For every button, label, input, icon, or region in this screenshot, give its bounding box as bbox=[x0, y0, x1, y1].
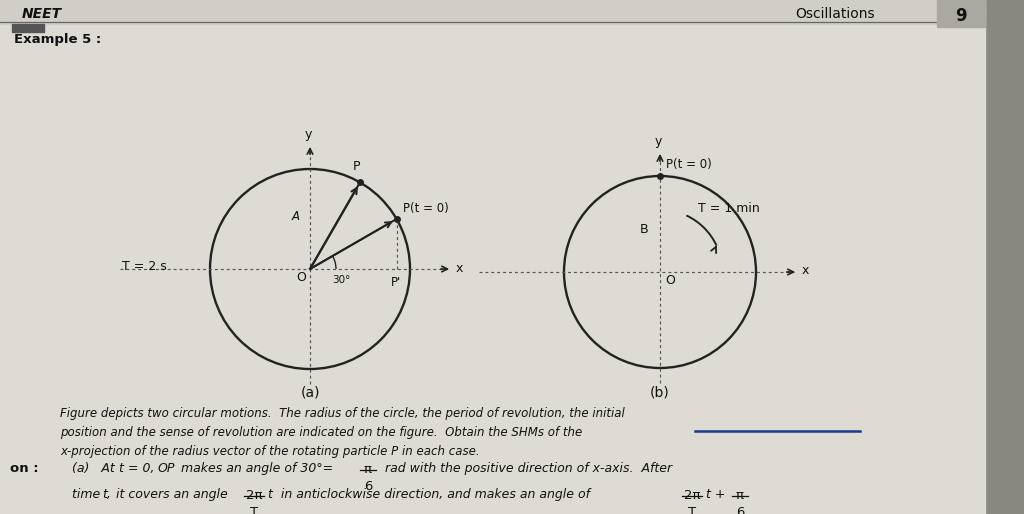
Text: 2π: 2π bbox=[684, 489, 700, 502]
Text: (b): (b) bbox=[650, 385, 670, 399]
Text: π: π bbox=[736, 489, 744, 502]
Text: 6: 6 bbox=[736, 506, 744, 514]
Text: 6: 6 bbox=[364, 480, 372, 493]
Text: it covers an angle: it covers an angle bbox=[112, 488, 227, 501]
Text: x: x bbox=[456, 262, 464, 274]
Text: Example 5 :: Example 5 : bbox=[14, 33, 101, 46]
Text: Figure depicts two circular motions.  The radius of the circle, the period of re: Figure depicts two circular motions. The… bbox=[60, 407, 625, 420]
Text: T: T bbox=[250, 506, 258, 514]
Text: 2π: 2π bbox=[246, 489, 262, 502]
Text: t: t bbox=[118, 462, 123, 475]
Text: T = 2 s: T = 2 s bbox=[122, 260, 167, 272]
Text: B: B bbox=[640, 223, 648, 236]
Text: x: x bbox=[802, 265, 809, 278]
Text: x-projection of the radius vector of the rotating particle P in each case.: x-projection of the radius vector of the… bbox=[60, 445, 479, 458]
Text: (a): (a) bbox=[300, 385, 319, 399]
Text: OP: OP bbox=[157, 462, 174, 475]
Text: NEET: NEET bbox=[22, 7, 62, 21]
Text: t  in anticlockwise direction, and makes an angle of: t in anticlockwise direction, and makes … bbox=[268, 488, 590, 501]
Text: makes an angle of 30°=: makes an angle of 30°= bbox=[177, 462, 333, 475]
Bar bbox=[937, 0, 985, 27]
Text: P(t = 0): P(t = 0) bbox=[666, 158, 712, 171]
Text: = 0,: = 0, bbox=[124, 462, 159, 475]
Text: t +: t + bbox=[706, 488, 725, 501]
Text: O: O bbox=[296, 271, 306, 284]
Text: y: y bbox=[654, 135, 662, 148]
Text: P(t = 0): P(t = 0) bbox=[402, 202, 449, 215]
Bar bbox=[0, 0, 985, 24]
Text: T = 1 min: T = 1 min bbox=[698, 203, 760, 215]
Text: P': P' bbox=[390, 276, 400, 289]
Text: t,: t, bbox=[102, 488, 111, 501]
Text: T: T bbox=[688, 506, 696, 514]
Text: rad with the positive direction of x-axis.  After: rad with the positive direction of x-axi… bbox=[381, 462, 672, 475]
Bar bbox=[985, 0, 1024, 514]
Text: π: π bbox=[364, 463, 372, 476]
Text: P: P bbox=[353, 160, 360, 173]
Text: 9: 9 bbox=[955, 7, 967, 25]
Text: 30°: 30° bbox=[332, 275, 350, 285]
Text: time: time bbox=[72, 488, 104, 501]
Bar bbox=[12, 24, 44, 32]
Text: y: y bbox=[304, 128, 311, 141]
Text: position and the sense of revolution are indicated on the figure.  Obtain the SH: position and the sense of revolution are… bbox=[60, 426, 583, 439]
Text: on :: on : bbox=[10, 462, 39, 475]
Text: A: A bbox=[292, 211, 300, 224]
Text: O: O bbox=[665, 274, 675, 287]
Text: (a)   At: (a) At bbox=[72, 462, 119, 475]
Text: Oscillations: Oscillations bbox=[795, 7, 874, 21]
